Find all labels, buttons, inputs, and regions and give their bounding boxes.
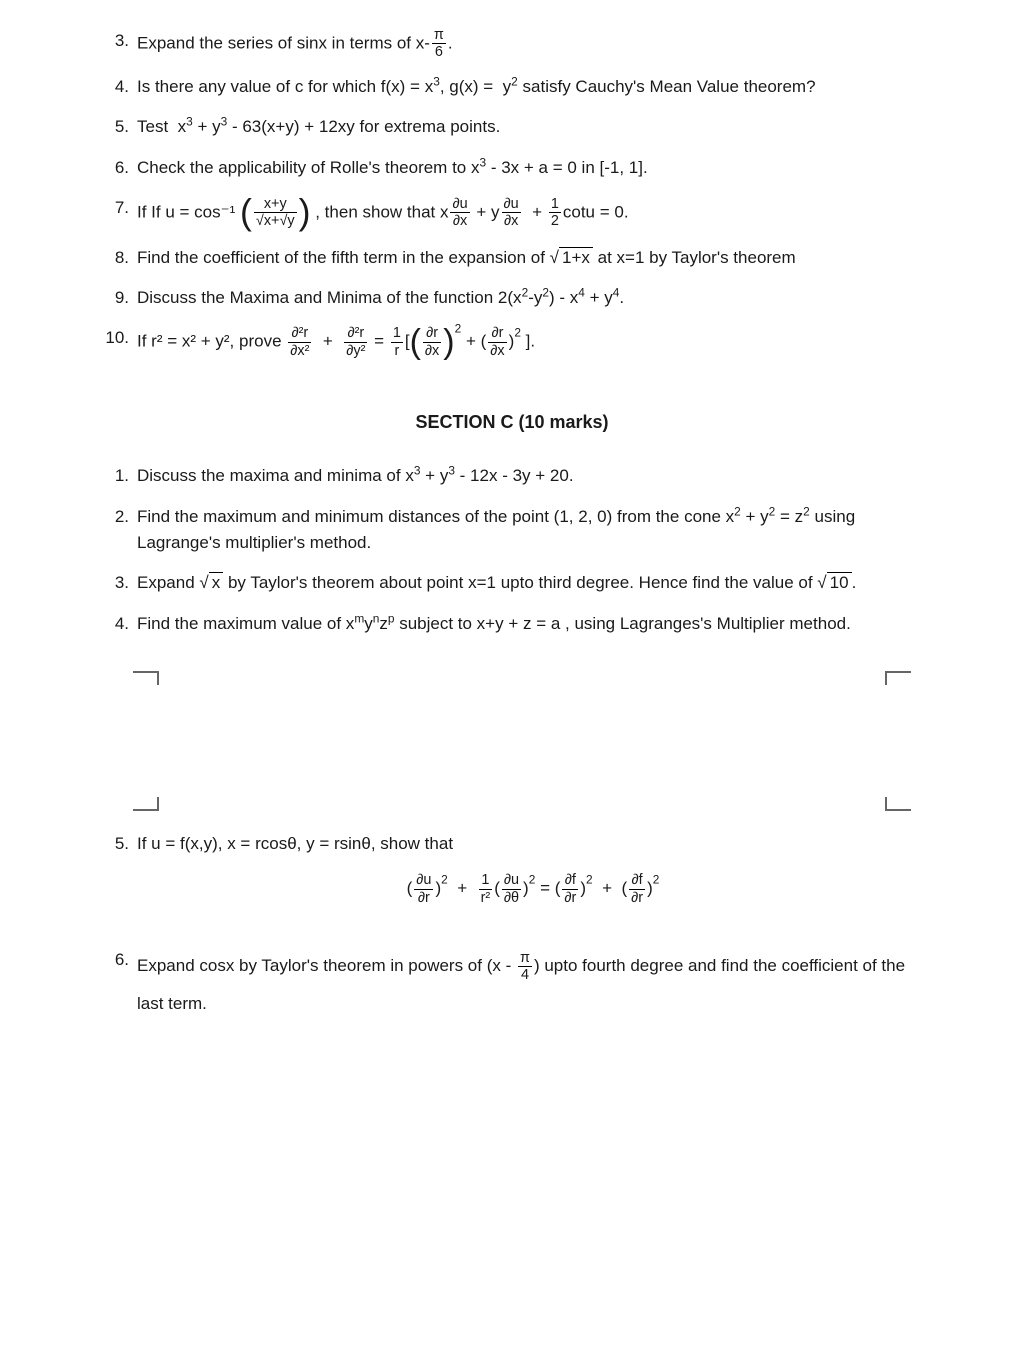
- item-body: Is there any value of c for which f(x) =…: [137, 74, 929, 100]
- question-item: 10. If r² = x² + y², prove ∂²r∂x² + ∂²r∂…: [95, 325, 929, 359]
- item-body: Test x3 + y3 - 63(x+y) + 12xy for extrem…: [137, 114, 929, 140]
- crop-mark-br-icon: [885, 783, 911, 811]
- question-item: 9. Discuss the Maxima and Minima of the …: [95, 285, 929, 311]
- section-c-list-cont: 5. If u = f(x,y), x = rcosθ, y = rsinθ, …: [95, 831, 929, 1022]
- item-body: Expand √x by Taylor's theorem about poin…: [137, 570, 929, 596]
- crop-mark-tl-icon: [133, 671, 159, 699]
- crop-marks: [95, 651, 929, 831]
- section-c-title: SECTION C (10 marks): [95, 409, 929, 437]
- question-item: 7. If If u = cos⁻¹ (x+y√x+√y) , then sho…: [95, 195, 929, 231]
- item-body: Find the maximum and minimum distances o…: [137, 504, 929, 557]
- item-number: 3.: [95, 570, 137, 596]
- item-number: 2.: [95, 504, 137, 530]
- item-number: 4.: [95, 74, 137, 100]
- item-number: 9.: [95, 285, 137, 311]
- item-body: If r² = x² + y², prove ∂²r∂x² + ∂²r∂y² =…: [137, 325, 929, 359]
- question-item: 5. Test x3 + y3 - 63(x+y) + 12xy for ext…: [95, 114, 929, 140]
- item-body: Discuss the maxima and minima of x3 + y3…: [137, 463, 929, 489]
- item-number: 8.: [95, 245, 137, 271]
- question-item: 6. Expand cosx by Taylor's theorem in po…: [95, 947, 929, 1022]
- question-item: 4. Find the maximum value of xmynzp subj…: [95, 611, 929, 637]
- crop-mark-tr-icon: [885, 671, 911, 699]
- question-item: 3. Expand √x by Taylor's theorem about p…: [95, 570, 929, 596]
- question-item: 8. Find the coefficient of the fifth ter…: [95, 245, 929, 271]
- question-item: 3. Expand the series of sinx in terms of…: [95, 28, 929, 60]
- question-item: 6. Check the applicability of Rolle's th…: [95, 155, 929, 181]
- item-body: Expand the series of sinx in terms of x-…: [137, 28, 929, 60]
- item-number: 5.: [95, 114, 137, 140]
- item-body: Find the coefficient of the fifth term i…: [137, 245, 929, 271]
- item-number: 5.: [95, 831, 137, 857]
- question-item: 4. Is there any value of c for which f(x…: [95, 74, 929, 100]
- item-number: 6.: [95, 947, 137, 973]
- item-body: Check the applicability of Rolle's theor…: [137, 155, 929, 181]
- q7-mid: , then show that x: [315, 202, 448, 221]
- item-number: 3.: [95, 28, 137, 54]
- item-body: Expand cosx by Taylor's theorem in power…: [137, 947, 929, 1022]
- section-b-list: 3. Expand the series of sinx in terms of…: [95, 28, 929, 359]
- item-number: 1.: [95, 463, 137, 489]
- crop-mark-bl-icon: [133, 783, 159, 811]
- item-body: If u = f(x,y), x = rcosθ, y = rsinθ, sho…: [137, 831, 929, 921]
- item-number: 4.: [95, 611, 137, 637]
- question-item: 1. Discuss the maxima and minima of x3 +…: [95, 463, 929, 489]
- q5c-formula: (∂u∂r)2 + 1r²(∂u∂θ)2 = (∂f∂r)2 + (∂f∂r)2: [137, 873, 929, 905]
- item-body: Discuss the Maxima and Minima of the fun…: [137, 285, 929, 311]
- question-item: 2. Find the maximum and minimum distance…: [95, 504, 929, 557]
- q7-lead: If If u = cos⁻¹: [137, 202, 235, 221]
- item-number: 6.: [95, 155, 137, 181]
- question-item: 5. If u = f(x,y), x = rcosθ, y = rsinθ, …: [95, 831, 929, 921]
- item-number: 7.: [95, 195, 137, 221]
- item-number: 10.: [95, 325, 137, 351]
- section-c-list: 1. Discuss the maxima and minima of x3 +…: [95, 463, 929, 637]
- item-body: Find the maximum value of xmynzp subject…: [137, 611, 929, 637]
- item-body: If If u = cos⁻¹ (x+y√x+√y) , then show t…: [137, 195, 929, 231]
